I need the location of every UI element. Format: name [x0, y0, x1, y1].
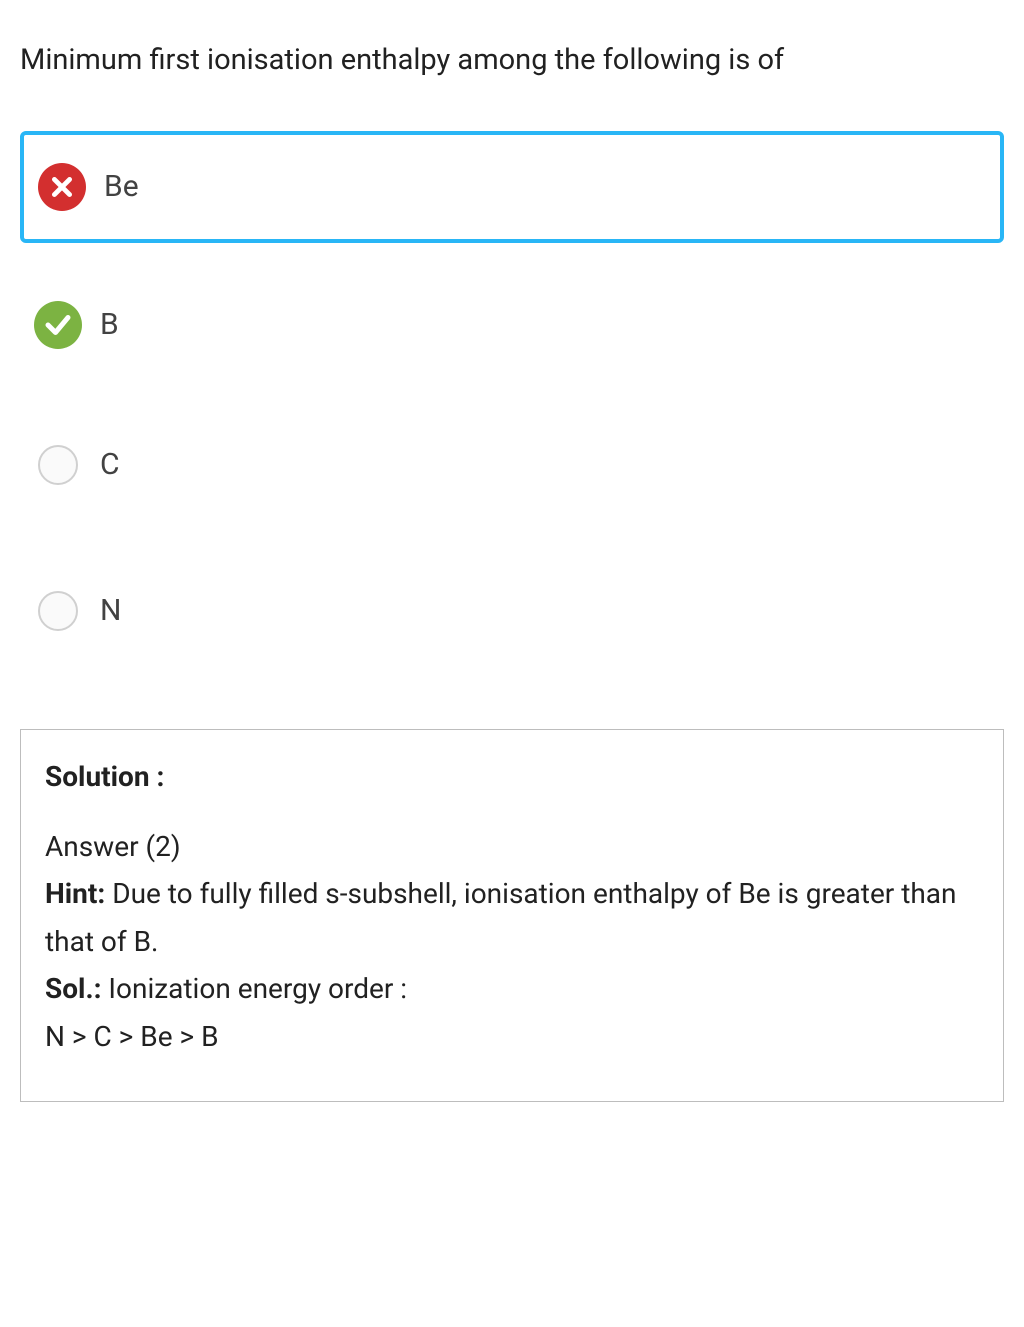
solution-order: N > C > Be > B — [45, 1013, 979, 1061]
radio-icon — [38, 445, 78, 485]
sol-label: Sol.: — [45, 972, 101, 1005]
correct-icon — [34, 301, 82, 349]
wrong-icon — [38, 163, 86, 211]
hint-text: Due to fully filled s-subshell, ionisati… — [45, 877, 957, 958]
option-label: Be — [104, 169, 139, 204]
option-be[interactable]: Be — [20, 131, 1004, 243]
solution-box: Solution : Answer (2) Hint: Due to fully… — [20, 729, 1004, 1102]
option-label: N — [100, 593, 121, 628]
radio-icon — [38, 591, 78, 631]
hint-label: Hint: — [45, 877, 105, 910]
option-b[interactable]: B — [20, 293, 1004, 357]
solution-title: Solution : — [45, 760, 979, 793]
question-text: Minimum first ionisation enthalpy among … — [20, 40, 1004, 81]
option-c[interactable]: C — [20, 437, 1004, 493]
option-label: C — [100, 447, 120, 482]
solution-answer: Answer (2) — [45, 823, 979, 871]
option-label: B — [100, 307, 119, 342]
solution-sol: Sol.: Ionization energy order : — [45, 965, 979, 1013]
solution-hint: Hint: Due to fully filled s-subshell, io… — [45, 870, 979, 965]
sol-text: Ionization energy order : — [101, 972, 407, 1005]
option-n[interactable]: N — [20, 583, 1004, 639]
